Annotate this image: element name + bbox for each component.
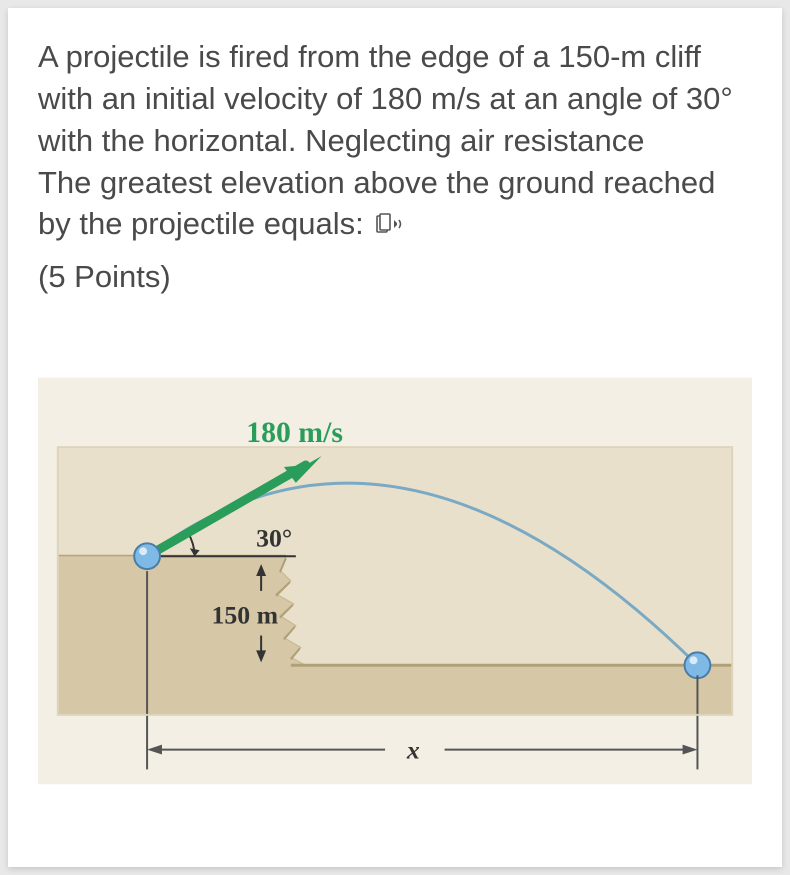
immersive-reader-icon[interactable]	[376, 205, 404, 247]
question-body: A projectile is fired from the edge of a…	[38, 36, 752, 247]
projectile-end-highlight	[690, 656, 698, 664]
figure-container: 180 m/s 30° 150 m	[38, 315, 752, 847]
projectile-figure: 180 m/s 30° 150 m	[38, 376, 752, 786]
figure-svg: 180 m/s 30° 150 m	[38, 376, 752, 786]
projectile-start-highlight	[139, 547, 147, 555]
projectile-end-dot	[685, 652, 711, 678]
height-label: 150 m	[212, 601, 279, 630]
angle-label: 30°	[256, 523, 292, 552]
projectile-start-dot	[134, 543, 160, 569]
question-card: A projectile is fired from the edge of a…	[8, 8, 782, 867]
points-label: (5 Points)	[38, 259, 752, 295]
x-label: x	[406, 736, 420, 765]
question-body-text: A projectile is fired from the edge of a…	[38, 39, 733, 158]
velocity-label: 180 m/s	[246, 416, 343, 449]
